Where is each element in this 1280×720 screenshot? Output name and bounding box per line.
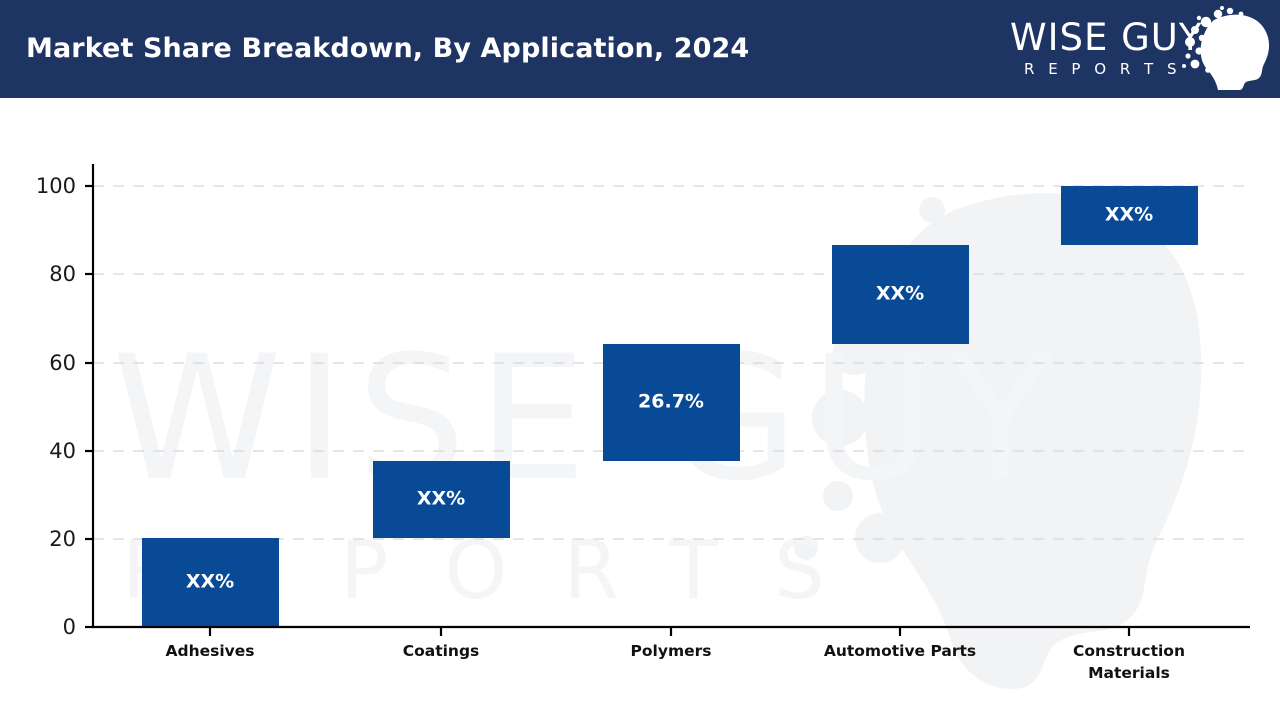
ytick-60: 60: [49, 351, 76, 375]
xtick-construction-materials-line1: Construction: [1073, 642, 1185, 660]
ytick-100: 100: [36, 174, 76, 198]
bar-label-automotive-parts: XX%: [876, 283, 924, 305]
ytick-0: 0: [63, 615, 76, 639]
y-tick-labels: 100 80 60 40 20 0: [36, 174, 76, 639]
svg-text:R E P O R T S: R E P O R T S: [1024, 60, 1181, 78]
ytick-80: 80: [49, 262, 76, 286]
bar-value-labels: XX% XX% 26.7% XX% XX%: [186, 204, 1153, 593]
x-tick-marks: [208, 627, 1131, 636]
bar-polymers: [603, 344, 740, 461]
bar-series: [142, 186, 1198, 627]
bar-adhesives: [142, 538, 279, 627]
bar-label-adhesives: XX%: [186, 571, 234, 593]
svg-text:WISE GUY: WISE GUY: [1010, 16, 1202, 59]
xtick-coatings: Coatings: [403, 642, 480, 660]
page-title: Market Share Breakdown, By Application, …: [26, 33, 750, 64]
gridlines: [93, 185, 1250, 540]
xtick-polymers: Polymers: [631, 642, 712, 660]
bar-label-coatings: XX%: [417, 488, 465, 510]
ytick-20: 20: [49, 527, 76, 551]
header-bar: Market Share Breakdown, By Application, …: [0, 0, 1280, 98]
xtick-automotive-parts: Automotive Parts: [824, 642, 976, 660]
bar-automotive-parts: [832, 245, 969, 344]
y-tick-marks: [85, 184, 93, 629]
bar-label-polymers: 26.7%: [638, 391, 704, 413]
plot-svg: XX% XX% 26.7% XX% XX%: [36, 164, 1250, 682]
xtick-adhesives: Adhesives: [165, 642, 254, 660]
xtick-construction-materials-line2: Materials: [1088, 664, 1170, 682]
chart-area: WISE GUY REPORTS: [0, 98, 1280, 720]
x-tick-labels: Adhesives Coatings Polymers Automotive P…: [165, 642, 1185, 682]
bar-coatings: [373, 461, 510, 538]
bar-construction-materials: [1061, 186, 1198, 245]
wise-guy-reports-logo: WISE GUY R E P O R T S: [1002, 4, 1274, 94]
ytick-40: 40: [49, 439, 76, 463]
bar-label-construction-materials: XX%: [1105, 204, 1153, 226]
